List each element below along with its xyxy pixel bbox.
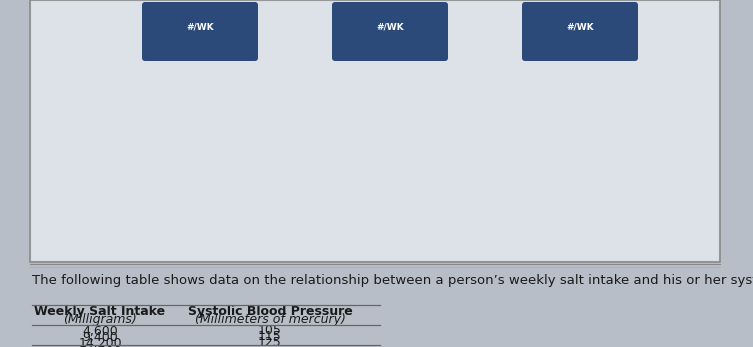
FancyBboxPatch shape	[142, 2, 258, 61]
Text: 14,200: 14,200	[78, 337, 122, 347]
Text: 125: 125	[258, 337, 282, 347]
Text: 105: 105	[258, 324, 282, 338]
Text: #/WK: #/WK	[376, 22, 404, 31]
Bar	[30, 0, 720, 262]
Text: (Millimeters of mercury): (Millimeters of mercury)	[194, 313, 346, 327]
FancyBboxPatch shape	[332, 2, 448, 61]
FancyBboxPatch shape	[522, 2, 638, 61]
Text: #/WK: #/WK	[186, 22, 214, 31]
Text: Weekly Salt Intake: Weekly Salt Intake	[35, 305, 166, 318]
Text: #/WK: #/WK	[566, 22, 594, 31]
Text: 115: 115	[258, 330, 282, 344]
Text: 4,600: 4,600	[82, 324, 118, 338]
Bar	[32, 2, 718, 260]
Text: (Milligrams): (Milligrams)	[63, 313, 137, 327]
Text: 9,400: 9,400	[82, 330, 118, 344]
Text: Systolic Blood Pressure: Systolic Blood Pressure	[187, 305, 352, 318]
Text: The following table shows data on the relationship between a person’s weekly sal: The following table shows data on the re…	[32, 274, 753, 287]
